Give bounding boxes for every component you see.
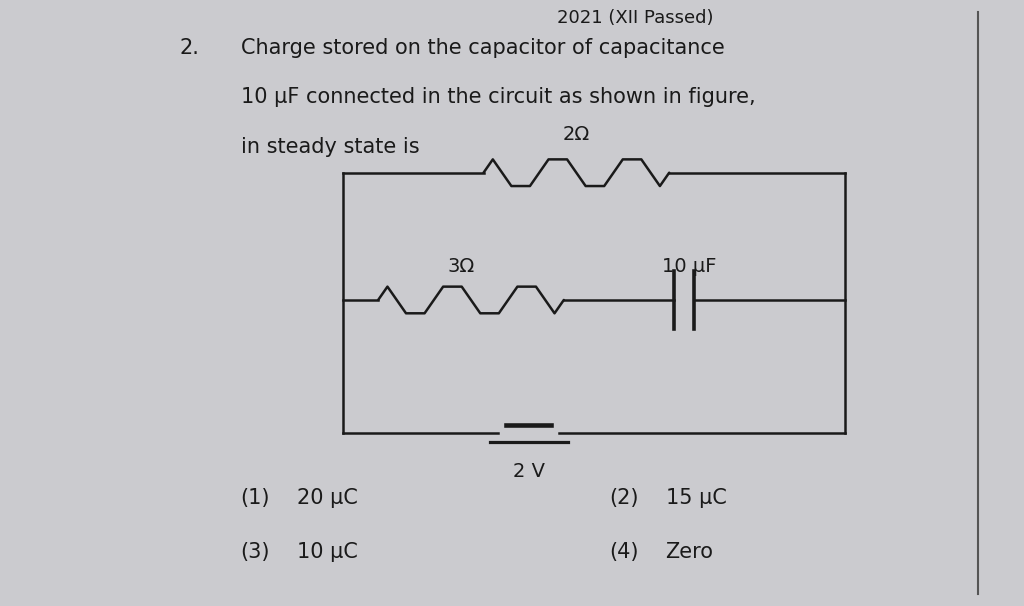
Text: 20 μC: 20 μC <box>297 488 357 508</box>
Text: 2.: 2. <box>179 38 199 58</box>
Text: (4): (4) <box>609 542 639 562</box>
Text: 2Ω: 2Ω <box>563 125 590 144</box>
Text: 10 μF: 10 μF <box>663 257 717 276</box>
Text: 2021 (XII Passed): 2021 (XII Passed) <box>557 9 713 27</box>
Text: 15 μC: 15 μC <box>666 488 726 508</box>
Text: 10 μF connected in the circuit as shown in figure,: 10 μF connected in the circuit as shown … <box>241 87 756 107</box>
Text: (1): (1) <box>241 488 270 508</box>
Text: 2 V: 2 V <box>513 462 545 481</box>
Text: in steady state is: in steady state is <box>241 137 419 157</box>
Text: 3Ω: 3Ω <box>447 257 474 276</box>
Text: 10 μC: 10 μC <box>297 542 357 562</box>
Text: Zero: Zero <box>666 542 714 562</box>
Text: (2): (2) <box>609 488 639 508</box>
Text: Charge stored on the capacitor of capacitance: Charge stored on the capacitor of capaci… <box>241 38 724 58</box>
Text: (3): (3) <box>241 542 270 562</box>
